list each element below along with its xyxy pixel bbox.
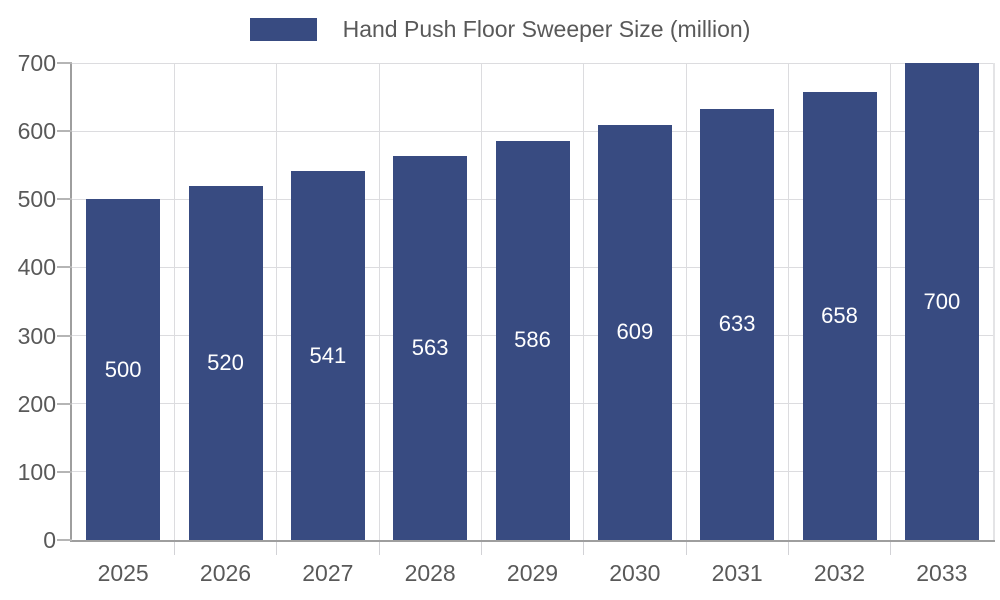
y-axis-tick-label: 200 xyxy=(17,390,56,417)
bar-value-label: 658 xyxy=(821,302,858,328)
bar: 633 xyxy=(700,108,775,540)
bar: 520 xyxy=(188,185,263,540)
bar-value-label: 633 xyxy=(718,311,756,337)
y-axis-tick-label: 700 xyxy=(17,50,56,76)
y-axis-tick-label: 0 xyxy=(43,527,56,553)
x-axis-tick xyxy=(685,542,687,555)
y-axis-tick xyxy=(57,130,72,133)
gridline-horizontal xyxy=(72,130,993,132)
y-axis-tick-label: 400 xyxy=(17,254,56,281)
bar-value-label: 520 xyxy=(207,349,244,375)
gridline-vertical xyxy=(685,63,687,540)
y-axis-tick xyxy=(57,334,72,337)
y-axis-tick xyxy=(57,266,72,269)
gridline-vertical xyxy=(583,63,585,540)
x-axis-line xyxy=(70,540,995,542)
bar-value-label: 563 xyxy=(411,335,449,361)
x-axis-tick xyxy=(890,542,892,555)
x-axis-label: 2031 xyxy=(711,560,763,586)
bar-value-label: 586 xyxy=(514,327,551,353)
bar-value-label: 500 xyxy=(104,356,142,382)
y-axis-tick xyxy=(57,62,72,64)
x-axis-label: 2029 xyxy=(506,560,559,586)
bar: 563 xyxy=(393,156,468,540)
bar-value-label: 609 xyxy=(616,319,654,345)
gridline-vertical xyxy=(378,63,380,540)
bar: 500 xyxy=(86,199,161,540)
y-axis-tick-label: 300 xyxy=(17,322,56,349)
gridline-vertical xyxy=(173,63,175,540)
gridline-vertical xyxy=(276,63,278,540)
gridline-horizontal xyxy=(72,62,993,64)
y-axis-tick xyxy=(57,198,72,201)
y-axis-line xyxy=(70,63,72,542)
gridline-vertical xyxy=(890,63,892,540)
x-axis-label: 2033 xyxy=(916,560,968,586)
x-axis-label: 2027 xyxy=(302,560,354,586)
y-axis-tick-label: 100 xyxy=(17,458,56,485)
x-axis-tick xyxy=(173,542,175,555)
x-axis-label: 2026 xyxy=(199,560,252,586)
legend-swatch xyxy=(249,18,317,41)
plot-right-border xyxy=(993,63,995,540)
x-axis-tick xyxy=(583,542,585,555)
legend-label: Hand Push Floor Sweeper Size (million) xyxy=(342,16,751,42)
bar: 586 xyxy=(495,140,570,540)
y-axis-tick xyxy=(57,470,72,473)
x-axis-label: 2028 xyxy=(404,560,456,586)
y-axis-tick-label: 600 xyxy=(17,118,56,145)
y-axis-tick-label: 500 xyxy=(17,186,56,213)
x-axis-tick xyxy=(378,542,380,555)
x-axis-tick xyxy=(787,542,789,555)
x-axis-label: 2025 xyxy=(97,560,149,586)
x-axis-label: 2030 xyxy=(609,560,661,586)
plot-area: 500 520 541 563 586 609 633 658 700 xyxy=(57,62,995,555)
y-axis-tick xyxy=(57,402,72,405)
bar: 700 xyxy=(904,63,979,540)
x-axis-tick xyxy=(276,542,278,555)
legend-item[interactable]: Hand Push Floor Sweeper Size (million) xyxy=(0,16,1000,43)
x-axis-label: 2032 xyxy=(813,560,866,586)
bar: 609 xyxy=(597,125,672,540)
bar-value-label: 541 xyxy=(309,342,347,368)
bar: 658 xyxy=(802,91,877,540)
bar-value-label: 700 xyxy=(923,288,961,314)
gridline-vertical xyxy=(480,63,482,540)
gridline-vertical xyxy=(787,63,789,540)
y-axis-tick xyxy=(57,539,72,541)
x-axis-tick xyxy=(480,542,482,555)
bar: 541 xyxy=(290,171,365,540)
